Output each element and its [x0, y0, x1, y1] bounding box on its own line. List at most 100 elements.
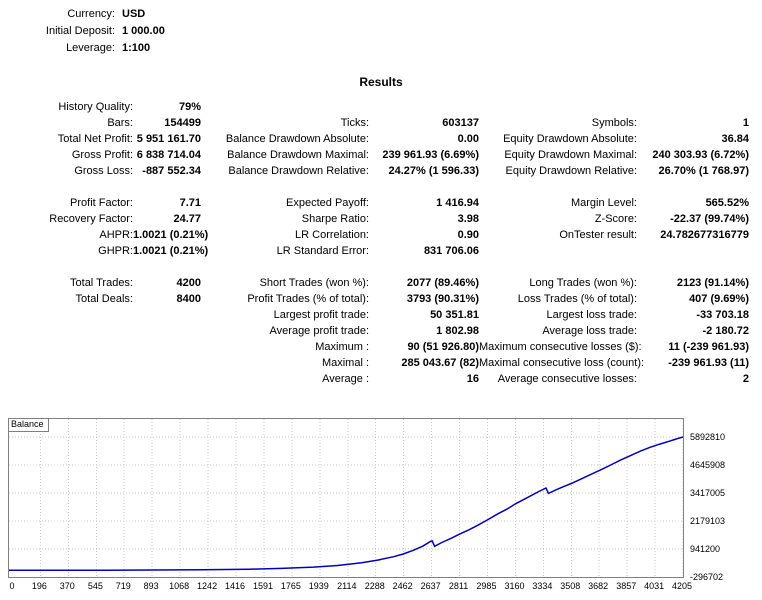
stat-label — [8, 307, 133, 323]
stat-value: 1 802.98 — [436, 325, 479, 337]
balance-line-chart — [9, 419, 683, 577]
stat-value: 1 416.94 — [436, 197, 479, 209]
stat-label: Balance Drawdown Relative: — [228, 165, 369, 177]
stat-label: Symbols: — [591, 117, 637, 129]
stat-label: Equity Drawdown Maximal: — [504, 149, 637, 161]
x-axis-label: 893 — [143, 581, 159, 591]
stat-value: -33 703.18 — [696, 309, 749, 321]
stat-value: 0.00 — [457, 133, 479, 145]
x-axis-label: 545 — [87, 581, 103, 591]
stat-value: 26.70% (1 768.97) — [658, 165, 749, 177]
results-title: Results — [359, 75, 403, 89]
stat-value: 154499 — [164, 117, 201, 129]
stat-label: Balance Drawdown Maximal: — [227, 149, 369, 161]
x-axis-label: 2985 — [476, 581, 497, 591]
stat-value: 407 (9.69%) — [689, 293, 749, 305]
stat-value: 11 (-239 961.93) — [668, 341, 749, 353]
stat-value: 90 (51 926.80) — [407, 341, 479, 353]
stat-value — [369, 99, 479, 115]
x-axis-label: 4205 — [671, 581, 693, 591]
stat-label: Average : — [322, 373, 369, 385]
chart-legend-label: Balance — [9, 419, 49, 432]
stat-label: Largest profit trade: — [273, 309, 369, 321]
x-axis-label: 3508 — [560, 581, 581, 591]
currency-value: USD — [122, 8, 146, 20]
stat-value: 79% — [178, 101, 201, 113]
stat-row: Total Net Profit: 5 951 161.70 Balance Dra… — [8, 131, 762, 147]
stat-label: OnTester result: — [559, 229, 637, 241]
stat-label — [479, 99, 637, 115]
stat-value: 3793 (90.31%) — [406, 293, 479, 305]
stat-value — [637, 99, 749, 115]
stat-label: Total Trades: — [70, 277, 133, 289]
leverage-value: 1:100 — [122, 42, 151, 54]
stat-label — [8, 323, 133, 339]
leverage-label: Leverage: — [66, 42, 115, 54]
leverage-row: Leverage: 1:100 — [0, 40, 762, 57]
stat-value: 831 706.06 — [423, 245, 479, 257]
stat-row: GHPR: 1.0021 (0.21%) LR Standard Error: 831… — [8, 243, 762, 259]
stat-value — [133, 323, 201, 339]
x-axis-label: 3334 — [532, 581, 553, 591]
stat-value: 5 951 161.70 — [136, 133, 201, 145]
x-axis-label: 2637 — [420, 581, 441, 591]
stat-value: 240 303.93 (6.72%) — [652, 149, 749, 161]
stat-row: Bars: 154499 Ticks: 603137 Symbols: 1 — [8, 115, 762, 131]
stat-label: LR Standard Error: — [276, 245, 369, 257]
stat-label: Equity Drawdown Absolute: — [503, 133, 637, 145]
x-axis-label: 2462 — [392, 581, 413, 591]
stats-table: History Quality: 79% Bars: 154499 Ticks: 6031… — [0, 99, 762, 387]
stat-row: Gross Profit: 6 838 714.04 Balance Drawdow… — [8, 147, 762, 163]
stat-label: Margin Level: — [570, 197, 637, 209]
x-axis-label: 3682 — [588, 581, 609, 591]
stat-value: 24.77 — [173, 213, 201, 225]
stat-value: 2077 (89.46%) — [406, 277, 479, 289]
x-axis-label: 1939 — [308, 581, 329, 591]
stat-label: Largest loss trade: — [546, 309, 638, 321]
stat-row: Maximal : 285 043.67 (82) Maximal consecut… — [8, 355, 762, 371]
stat-label — [8, 339, 133, 355]
x-axis-label: 2811 — [448, 581, 469, 591]
balance-chart: Balance 5892810 4645908 3417005 2179103 9412… — [8, 418, 756, 593]
y-axis-label: 4645908 — [690, 460, 726, 471]
stat-value — [637, 243, 749, 259]
stat-value: -2 180.72 — [702, 325, 749, 337]
currency-label: Currency: — [67, 8, 115, 20]
stats-group: Profit Factor: 7.71 Expected Payoff: 1 416.… — [8, 195, 762, 259]
stat-value: 1.0021 (0.21%) — [133, 229, 209, 241]
stat-row: Maximum : 90 (51 926.80) Maximum consecuti… — [8, 339, 762, 355]
stat-label: Equity Drawdown Relative: — [505, 165, 637, 177]
stat-label: History Quality: — [58, 101, 133, 113]
stat-label: Sharpe Ratio: — [301, 213, 369, 225]
stat-label: Average loss trade: — [542, 325, 637, 337]
stat-row: Average profit trade: 1 802.98 Average los… — [8, 323, 762, 339]
y-axis-label: 2179103 — [690, 516, 726, 526]
stat-label: Maximum : — [315, 341, 369, 353]
stat-label: Loss Trades (% of total): — [517, 293, 637, 305]
y-axis-label: 3417005 — [690, 488, 726, 499]
balance-line — [9, 436, 683, 572]
stat-value — [133, 355, 201, 371]
stat-label: Maximum consecutive losses ($): — [479, 341, 642, 353]
stat-row: Largest profit trade: 50 351.81 Largest lo… — [8, 307, 762, 323]
stat-row: AHPR: 1.0021 (0.21%) LR Correlation: 0.90 On… — [8, 227, 762, 243]
stat-value: 2 — [742, 373, 749, 385]
stat-label: Balance Drawdown Absolute: — [225, 133, 369, 145]
stat-row: Recovery Factor: 24.77 Sharpe Ratio: 3.98 Z-… — [8, 211, 762, 227]
stat-value: 7.71 — [179, 197, 201, 209]
stat-label: Ticks: — [340, 117, 369, 129]
x-axis-label: 1765 — [280, 581, 301, 591]
x-axis-label: 719 — [115, 581, 131, 591]
stat-label — [479, 243, 637, 259]
stat-value: 50 351.81 — [430, 309, 479, 321]
chart-x-axis: 0 196 370 545 719 893 1068 1242 1416 1591 1765 1939… — [8, 581, 692, 593]
initial-deposit-row: Initial Deposit: 1 000.00 — [0, 23, 762, 40]
x-axis-label: 1416 — [224, 581, 245, 591]
stat-label: Z-Score: — [594, 213, 637, 225]
stat-label: Maximal : — [321, 357, 369, 369]
y-axis-label: 5892810 — [690, 432, 726, 443]
stat-label: Recovery Factor: — [49, 213, 133, 225]
stats-group: Total Trades: 4200 Short Trades (won %): 20… — [8, 275, 762, 387]
stat-value: 2123 (91.14%) — [676, 277, 749, 289]
